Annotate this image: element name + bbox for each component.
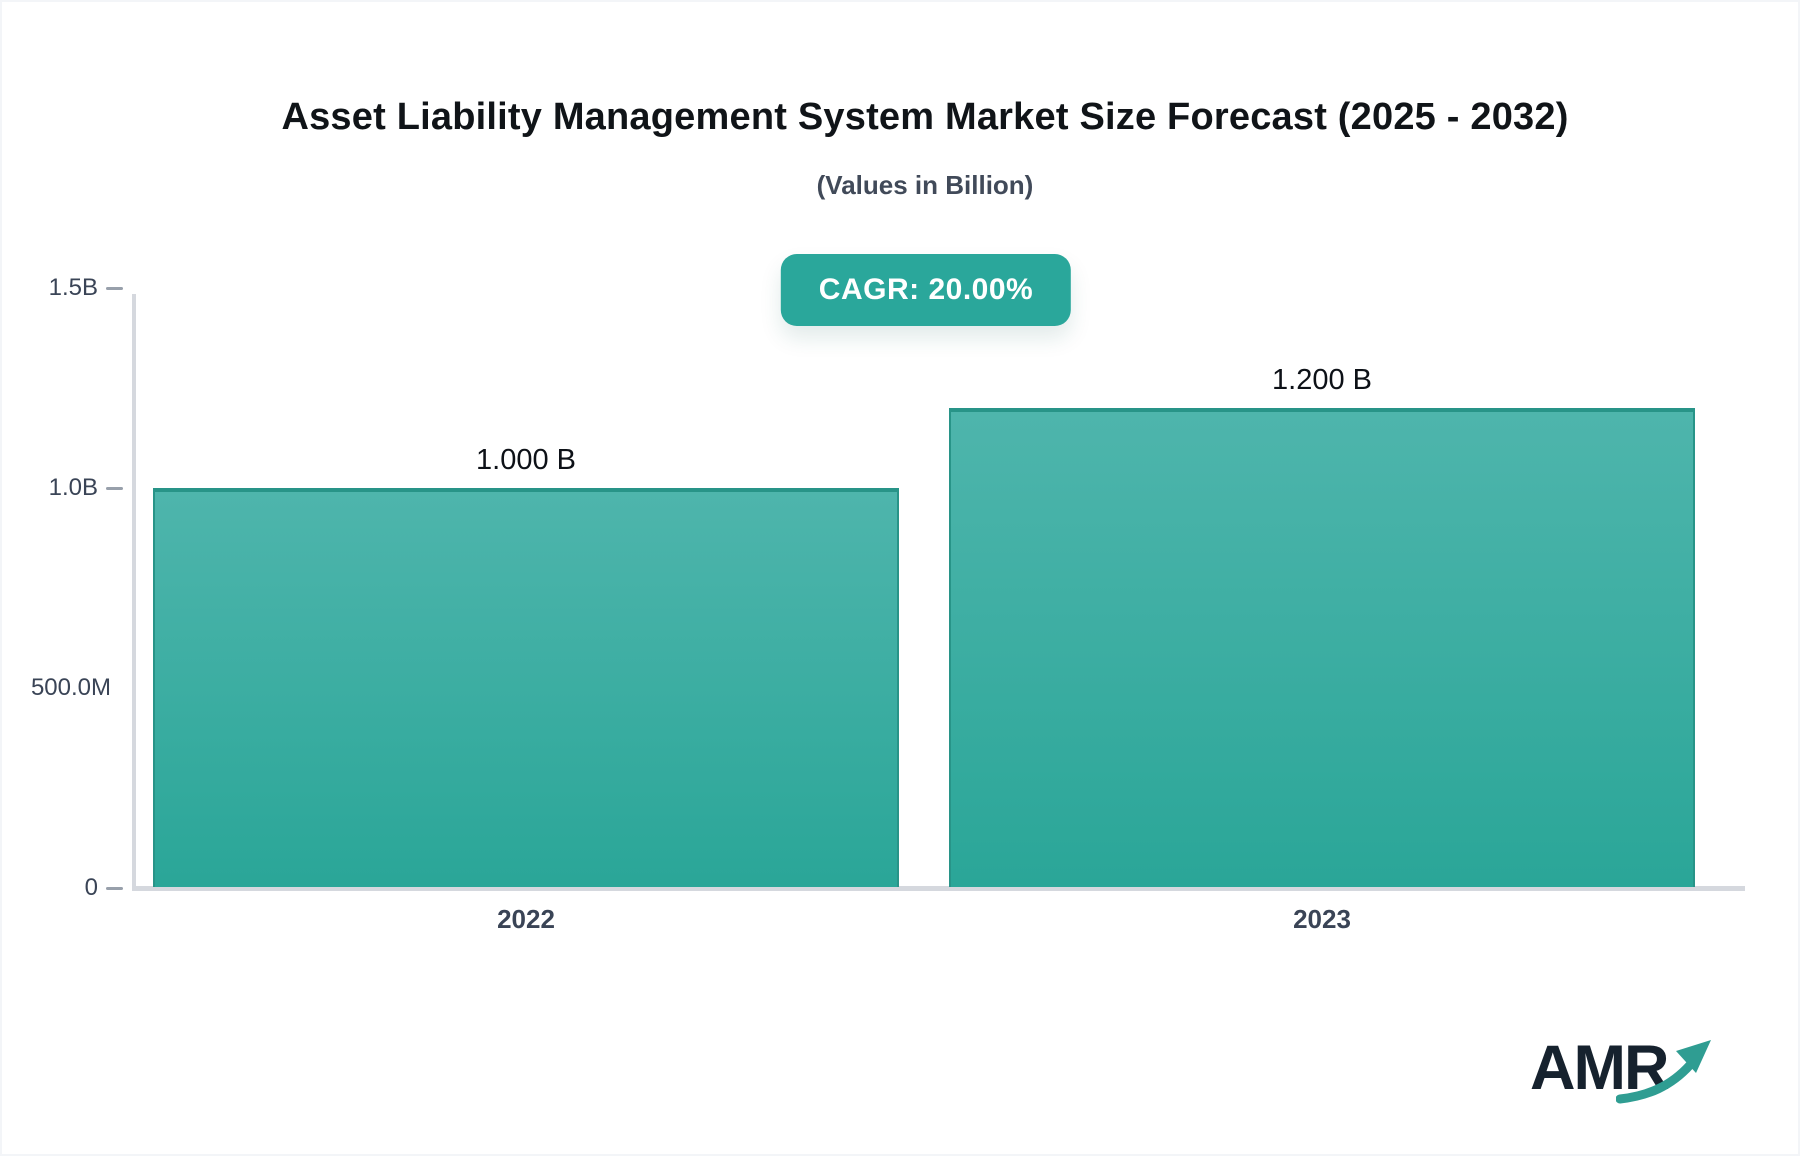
- y-tick-mark: [106, 487, 123, 490]
- bar-value-label: 1.200 B: [1272, 364, 1372, 396]
- bar-2023[interactable]: [949, 408, 1695, 887]
- cagr-badge: CAGR: 20.00%: [780, 254, 1072, 326]
- bar-2022[interactable]: [153, 488, 899, 887]
- y-axis-line: [132, 294, 136, 889]
- y-tick-label: 1.5B: [48, 274, 98, 301]
- y-tick-mark: [106, 887, 123, 890]
- x-axis-line: [132, 886, 1745, 891]
- chart-subtitle: (Values in Billion): [816, 170, 1034, 200]
- bar-value-label: 1.000 B: [476, 444, 576, 476]
- chart-title: Asset Liability Management System Market…: [281, 96, 1569, 138]
- x-axis-label: 2022: [497, 904, 555, 934]
- growth-arrow-icon: [1616, 1040, 1711, 1104]
- y-tick-label: 500.0M: [30, 674, 111, 701]
- amr-logo: AMR: [1530, 1032, 1730, 1122]
- x-axis-label: 2023: [1293, 904, 1351, 934]
- y-tick-label: 0: [84, 874, 98, 901]
- y-tick-mark: [106, 287, 123, 290]
- y-tick-label: 1.0B: [48, 474, 98, 501]
